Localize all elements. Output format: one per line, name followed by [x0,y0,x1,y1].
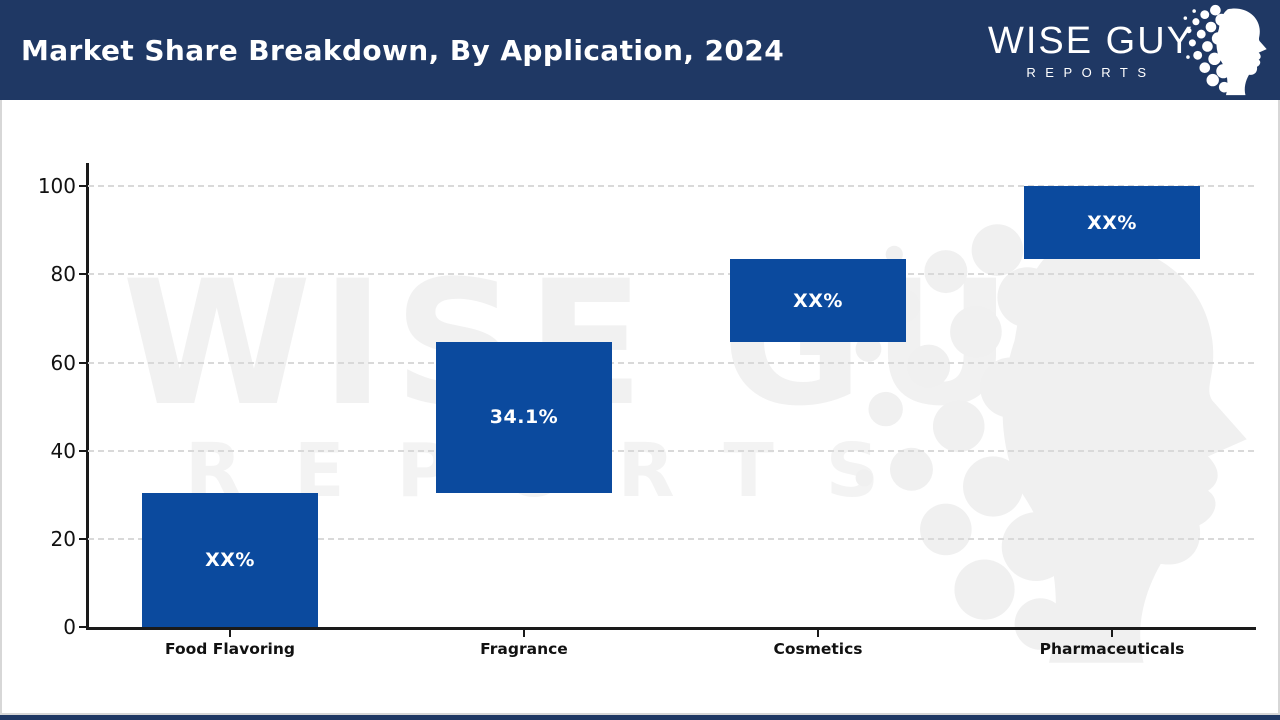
h-gridline [88,537,1254,540]
y-tick-label: 20 [50,526,76,551]
logo-tagline-text: REPORTS [1026,65,1156,80]
y-tick-label: 40 [50,438,76,463]
chart-title: Market Share Breakdown, By Application, … [21,33,785,67]
x-category-label: Pharmaceuticals [1039,640,1185,658]
bar-value-label: 34.1% [489,406,559,429]
bar-value-label: XX% [1087,211,1137,234]
y-tick-label: 60 [50,350,76,375]
y-tick-mark [79,273,88,276]
y-tick-mark [79,626,88,628]
bar-segment: XX% [730,259,906,343]
logo-brand-text: WISE GUY [987,20,1194,62]
bar-segment: XX% [1024,186,1200,260]
x-tick-mark [1111,630,1113,637]
x-category-label: Cosmetics [773,640,863,658]
header-bar: Market Share Breakdown, By Application, … [0,0,1280,100]
y-tick-label: 0 [63,615,76,639]
h-gridline [88,273,1254,276]
bar-value-label: XX% [205,548,255,571]
x-category-label: Fragrance [480,640,568,658]
x-category-label: Food Flavoring [165,640,295,658]
h-gridline [88,449,1254,452]
bar-segment: XX% [142,492,318,627]
logo-head-icon [1183,4,1267,96]
h-gridline [88,185,1254,188]
bar-value-label: XX% [793,289,843,312]
x-axis-line [86,627,1256,630]
x-tick-mark [229,630,231,637]
y-tick-label: 80 [50,262,76,287]
y-tick-mark [79,449,88,452]
y-tick-mark [79,185,88,188]
brand-logo: WISE GUY REPORTS [988,0,1272,100]
x-tick-mark [523,630,525,637]
logo-text-block: WISE GUY REPORTS [988,20,1194,80]
footer-bar [0,715,1280,720]
x-tick-mark [817,630,819,637]
y-tick-label: 100 [37,174,76,199]
y-tick-mark [79,361,88,364]
h-gridline [88,361,1254,364]
y-axis-line [86,163,89,630]
y-tick-mark [79,537,88,540]
bar-segment: 34.1% [436,342,612,493]
